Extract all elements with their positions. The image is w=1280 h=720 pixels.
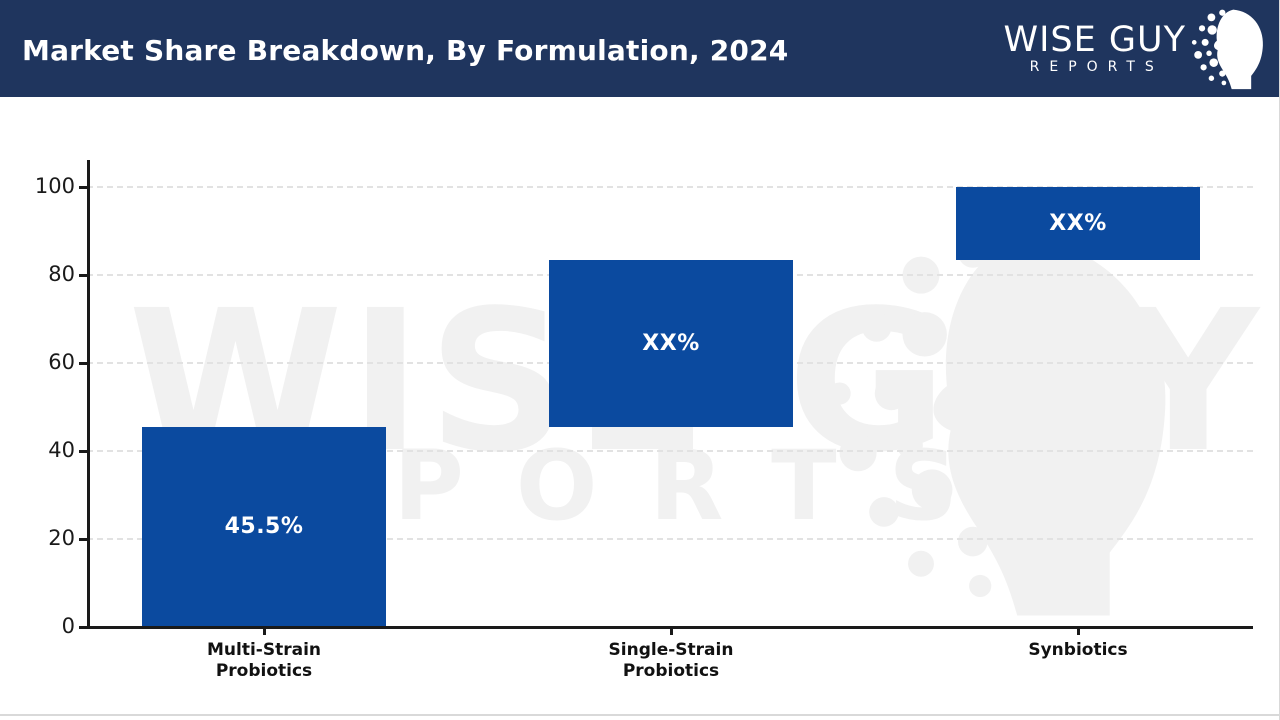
bar: 45.5% (142, 426, 386, 627)
logo-wordmark: WISE GUY (1003, 20, 1186, 60)
x-category-label-line: Synbiotics (1028, 640, 1128, 660)
y-tick-label: 80 (48, 262, 75, 286)
y-tick-label: 20 (48, 526, 75, 550)
y-axis (87, 160, 90, 629)
y-tick-mark (79, 362, 87, 365)
x-category-label-line: Probiotics (622, 661, 720, 681)
grid-line (87, 538, 1253, 540)
grid-line (87, 186, 1253, 188)
y-tick-label: 100 (34, 174, 75, 198)
bar-value-label: 45.5% (224, 514, 304, 540)
header-banner: Market Share Breakdown, By Formulation, … (0, 0, 1279, 97)
y-tick-mark (79, 626, 87, 629)
wise-guy-logo: WISE GUY REPORTS (1003, 6, 1266, 92)
y-tick-label: 40 (48, 438, 75, 462)
logo-subtitle: REPORTS (1029, 59, 1164, 75)
x-category-label: Synbiotics (948, 640, 1208, 661)
y-tick-mark (79, 538, 87, 541)
x-category-label-line: Multi-Strain (206, 640, 321, 660)
x-tick-mark (1077, 627, 1080, 635)
bar: XX% (549, 259, 793, 427)
x-axis (86, 626, 1253, 629)
logo-face-icon (1191, 9, 1263, 90)
y-tick-label: 0 (61, 614, 75, 638)
bar: XX% (956, 187, 1200, 260)
x-tick-mark (263, 627, 266, 635)
y-tick-mark (79, 450, 87, 453)
bar-value-label: XX% (642, 330, 700, 356)
grid-line (87, 450, 1253, 452)
x-category-label-line: Probiotics (215, 661, 313, 681)
x-tick-mark (670, 627, 673, 635)
x-category-label: Single-Strain Probiotics (541, 640, 801, 682)
x-category-label: Multi-Strain Probiotics (134, 640, 394, 682)
y-tick-label: 60 (48, 350, 75, 374)
footer-rule (0, 714, 1279, 716)
page-title: Market Share Breakdown, By Formulation, … (22, 34, 789, 67)
logo-text: WISE GUY REPORTS (1003, 22, 1186, 76)
watermark-head-icon (828, 238, 1166, 616)
bar-value-label: XX% (1049, 210, 1107, 236)
y-tick-mark (79, 186, 87, 189)
x-category-label-line: Single-Strain (608, 640, 734, 660)
y-tick-mark (79, 274, 87, 277)
